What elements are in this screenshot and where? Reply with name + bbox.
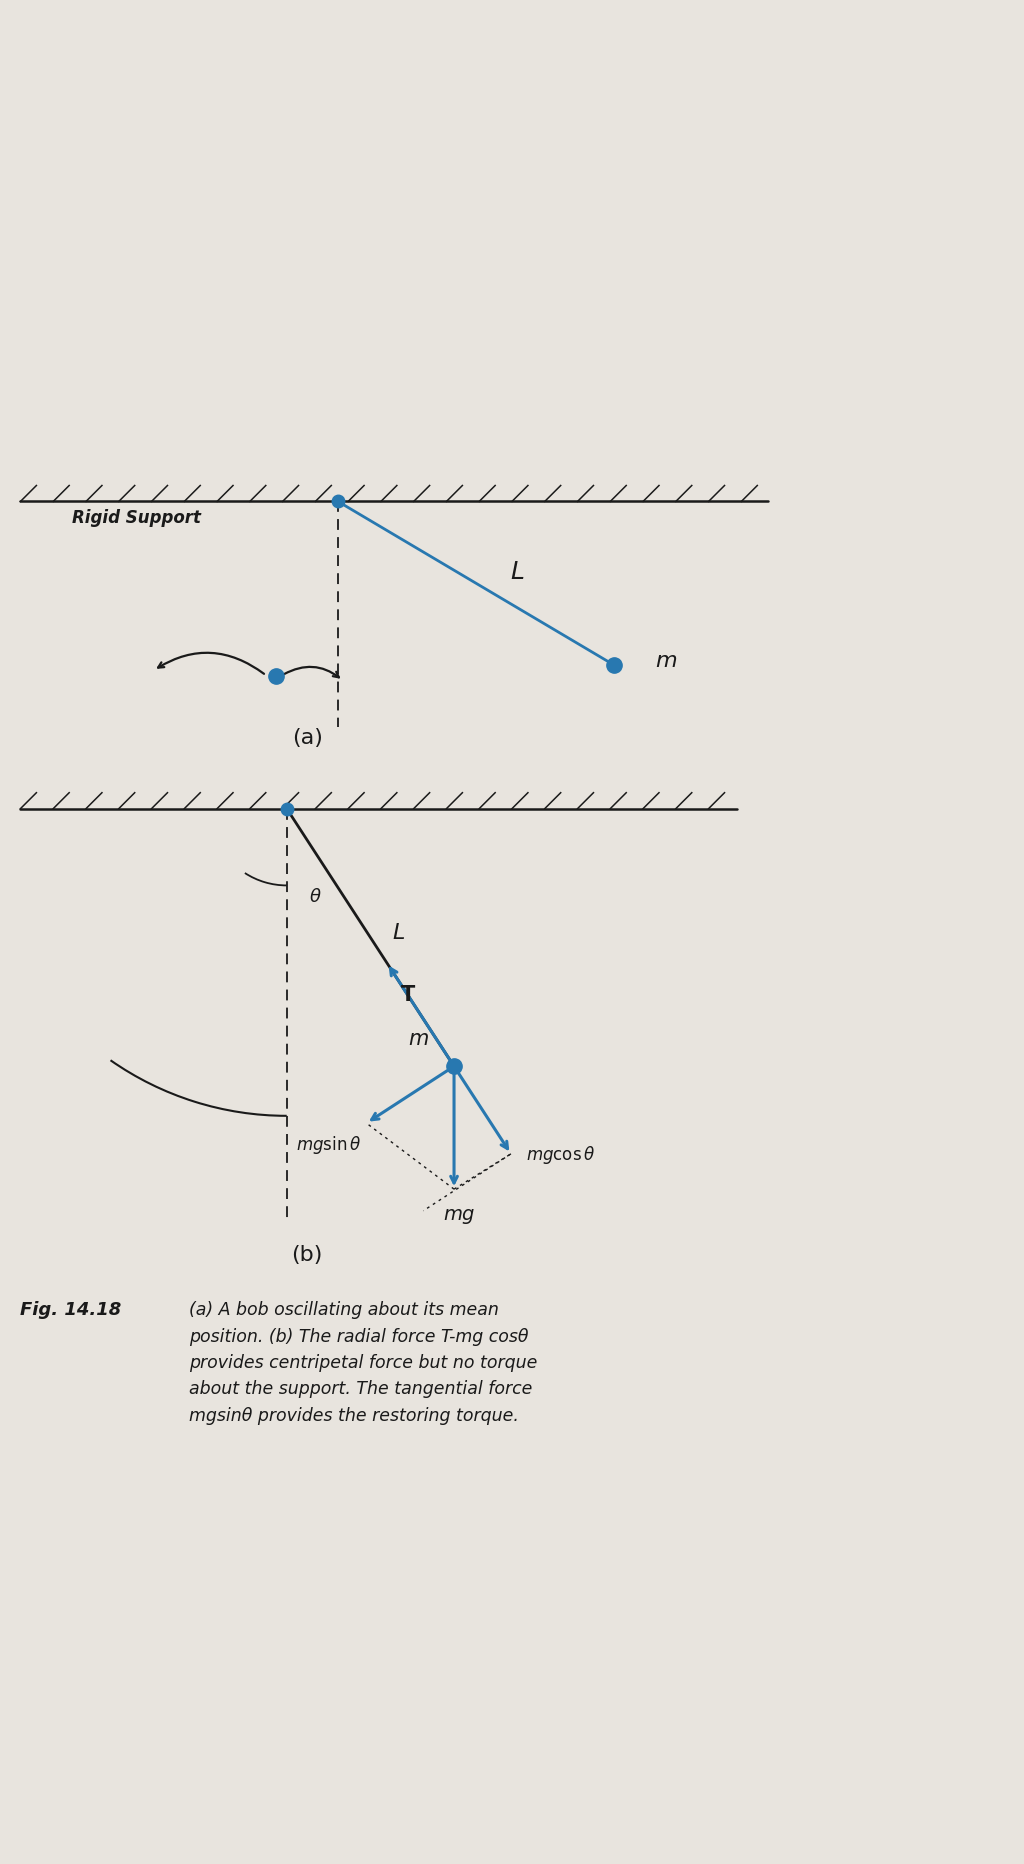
Text: T: T: [401, 984, 416, 1005]
Text: Rigid Support: Rigid Support: [72, 509, 201, 526]
Text: (b): (b): [292, 1245, 323, 1264]
Text: m: m: [408, 1029, 428, 1048]
Text: mg: mg: [443, 1204, 475, 1225]
Text: (a): (a): [292, 727, 323, 747]
Text: (a) A bob oscillating about its mean
position. (b) The radial force T-mg cosθ
pr: (a) A bob oscillating about its mean pos…: [189, 1301, 538, 1424]
Text: L: L: [393, 923, 406, 943]
Text: L: L: [510, 559, 524, 583]
Text: $mg\sin\theta$: $mg\sin\theta$: [296, 1133, 361, 1156]
Text: $mg\cos\theta$: $mg\cos\theta$: [526, 1143, 596, 1165]
Text: m: m: [655, 651, 677, 671]
Text: $\theta$: $\theta$: [309, 887, 322, 906]
Text: Fig. 14.18: Fig. 14.18: [20, 1301, 122, 1318]
